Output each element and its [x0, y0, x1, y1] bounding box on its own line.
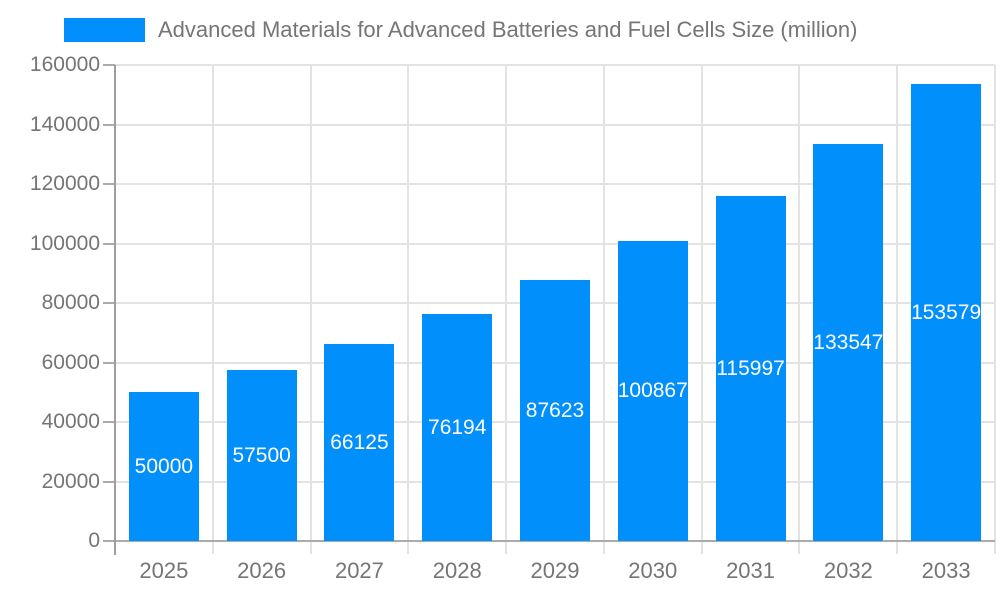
bar[interactable]: [422, 314, 493, 541]
x-axis-label: 2027: [334, 558, 384, 583]
x-axis-line: [115, 540, 995, 542]
y-axis-tick: [103, 242, 115, 245]
y-axis-label: 0: [88, 529, 100, 552]
y-axis-line: [114, 65, 116, 555]
bar[interactable]: [715, 196, 786, 541]
y-axis-label: 20000: [41, 469, 100, 493]
y-axis-label: 160000: [29, 53, 100, 76]
x-axis-label: 2030: [628, 558, 678, 583]
bar-value-label: 133547: [813, 330, 884, 354]
bar[interactable]: [226, 370, 297, 541]
y-axis-label: 60000: [41, 350, 100, 374]
gridline-horizontal: [115, 123, 995, 126]
bar-value-label: 100867: [617, 379, 688, 402]
x-axis-label: 2028: [432, 558, 482, 583]
y-axis-tick: [103, 480, 115, 483]
gridline-vertical: [309, 65, 312, 554]
bar[interactable]: [128, 392, 199, 541]
y-axis-tick: [103, 183, 115, 185]
gridline-vertical: [700, 65, 703, 554]
bar[interactable]: [324, 344, 395, 541]
x-axis-label: 2029: [530, 558, 580, 583]
x-axis-label: 2033: [921, 558, 971, 583]
bar-value-label: 76194: [428, 415, 487, 439]
bar[interactable]: [520, 280, 590, 541]
gridline-vertical: [211, 65, 214, 554]
bar[interactable]: [813, 144, 884, 541]
gridline-horizontal: [115, 242, 995, 245]
legend-item[interactable]: Advanced Materials for Advanced Batterie…: [64, 18, 857, 42]
y-axis-label: 80000: [41, 291, 100, 314]
y-axis-tick: [103, 64, 115, 66]
y-axis-label: 120000: [29, 172, 100, 195]
gridline-vertical: [896, 65, 899, 554]
x-axis-label: 2026: [237, 558, 287, 583]
bar-value-label: 57500: [232, 443, 291, 467]
gridline-vertical: [505, 65, 508, 554]
gridline-vertical: [798, 65, 801, 554]
legend-label: Advanced Materials for Advanced Batterie…: [158, 17, 858, 42]
bar-value-label: 66125: [330, 430, 389, 454]
gridline-horizontal: [115, 183, 995, 185]
gridline-vertical: [407, 65, 410, 554]
y-axis-tick: [103, 302, 115, 304]
y-axis-tick: [103, 540, 115, 542]
gridline-vertical: [602, 65, 605, 554]
legend-swatch: [64, 18, 145, 42]
bar[interactable]: [911, 84, 982, 541]
gridline-vertical: [994, 65, 996, 554]
y-axis-label: 100000: [29, 231, 100, 255]
x-axis-label: 2032: [823, 558, 873, 583]
y-axis-label: 140000: [29, 112, 100, 136]
bar[interactable]: [617, 241, 688, 541]
gridline-horizontal: [115, 64, 995, 66]
x-axis-label: 2025: [139, 558, 189, 583]
bar-value-label: 50000: [134, 454, 194, 478]
y-axis-tick: [103, 123, 115, 126]
bar-value-label: 87623: [525, 398, 585, 422]
bar-value-label: 115997: [716, 356, 785, 380]
x-axis-label: 2031: [726, 558, 776, 583]
y-axis-tick: [103, 421, 115, 423]
y-axis-label: 40000: [41, 410, 100, 433]
bar-value-label: 153579: [911, 300, 982, 324]
y-axis-tick: [103, 361, 115, 364]
